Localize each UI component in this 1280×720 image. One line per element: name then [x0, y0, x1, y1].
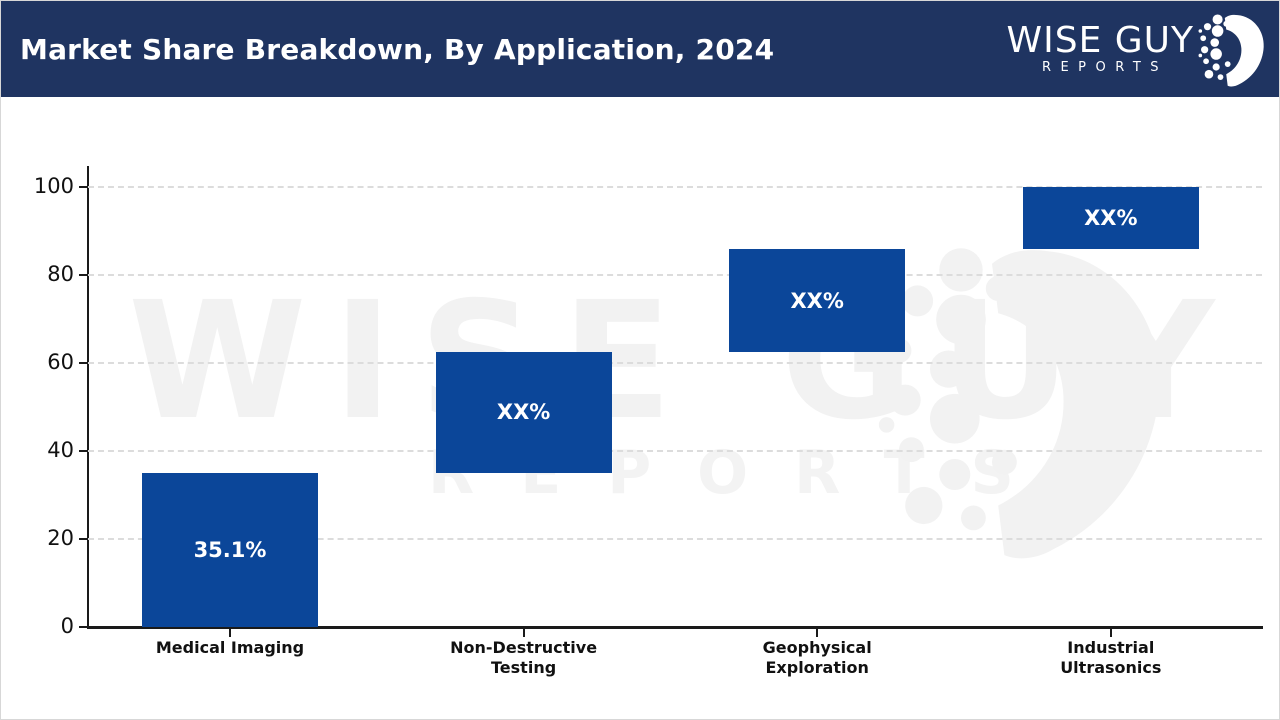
x-axis-line [87, 626, 1263, 629]
y-tick-mark [79, 362, 87, 364]
bar-value-label: 35.1% [193, 537, 267, 562]
wiseguy-logo-text: WISE GUY REPORTS [1007, 22, 1195, 76]
y-tick-mark [79, 274, 87, 276]
y-axis-line [87, 166, 89, 628]
x-tick-mark [522, 629, 525, 637]
wiseguy-logo: WISE GUY REPORTS [1007, 6, 1269, 92]
gridline [88, 274, 1262, 276]
bar-1: 35.1% [142, 472, 318, 627]
gridline [88, 538, 1262, 540]
y-tick-label: 60 [47, 350, 74, 374]
y-tick-mark [79, 538, 87, 540]
x-category-label: Industrial Ultrasonics [1060, 638, 1162, 677]
y-tick-label: 0 [60, 614, 74, 638]
x-category-label: Non-Destructive Testing [450, 638, 598, 677]
x-tick-mark [1109, 629, 1112, 637]
bar-value-label: XX% [496, 400, 551, 425]
x-tick-mark [229, 629, 231, 637]
gridline [88, 186, 1262, 188]
x-tick-mark [816, 629, 819, 637]
y-tick-mark [79, 186, 87, 188]
logo-wiseguy-label: WISE GUY [1006, 20, 1194, 61]
logo-reports-label: REPORTS [1041, 60, 1169, 75]
gridline [88, 450, 1262, 452]
x-category-label: Medical Imaging [155, 638, 305, 657]
y-tick-mark [79, 626, 87, 628]
y-tick-label: 40 [47, 438, 74, 462]
y-tick-mark [79, 450, 87, 452]
x-category-label: Geophysical Exploration [762, 638, 872, 677]
bar-4: XX% [1022, 187, 1199, 250]
page-title: Market Share Breakdown, By Application, … [20, 33, 775, 66]
y-tick-label: 100 [33, 174, 74, 198]
bar-value-label: XX% [1084, 206, 1138, 231]
bar-2: XX% [435, 352, 612, 473]
wiseguy-head-icon [1198, 14, 1264, 87]
y-tick-label: 80 [47, 262, 74, 286]
gridline [88, 362, 1262, 364]
bar-3: XX% [729, 249, 906, 352]
bar-value-label: XX% [790, 288, 844, 313]
y-tick-label: 20 [47, 526, 74, 550]
header-bar: Market Share Breakdown, By Application, … [0, 0, 1280, 97]
